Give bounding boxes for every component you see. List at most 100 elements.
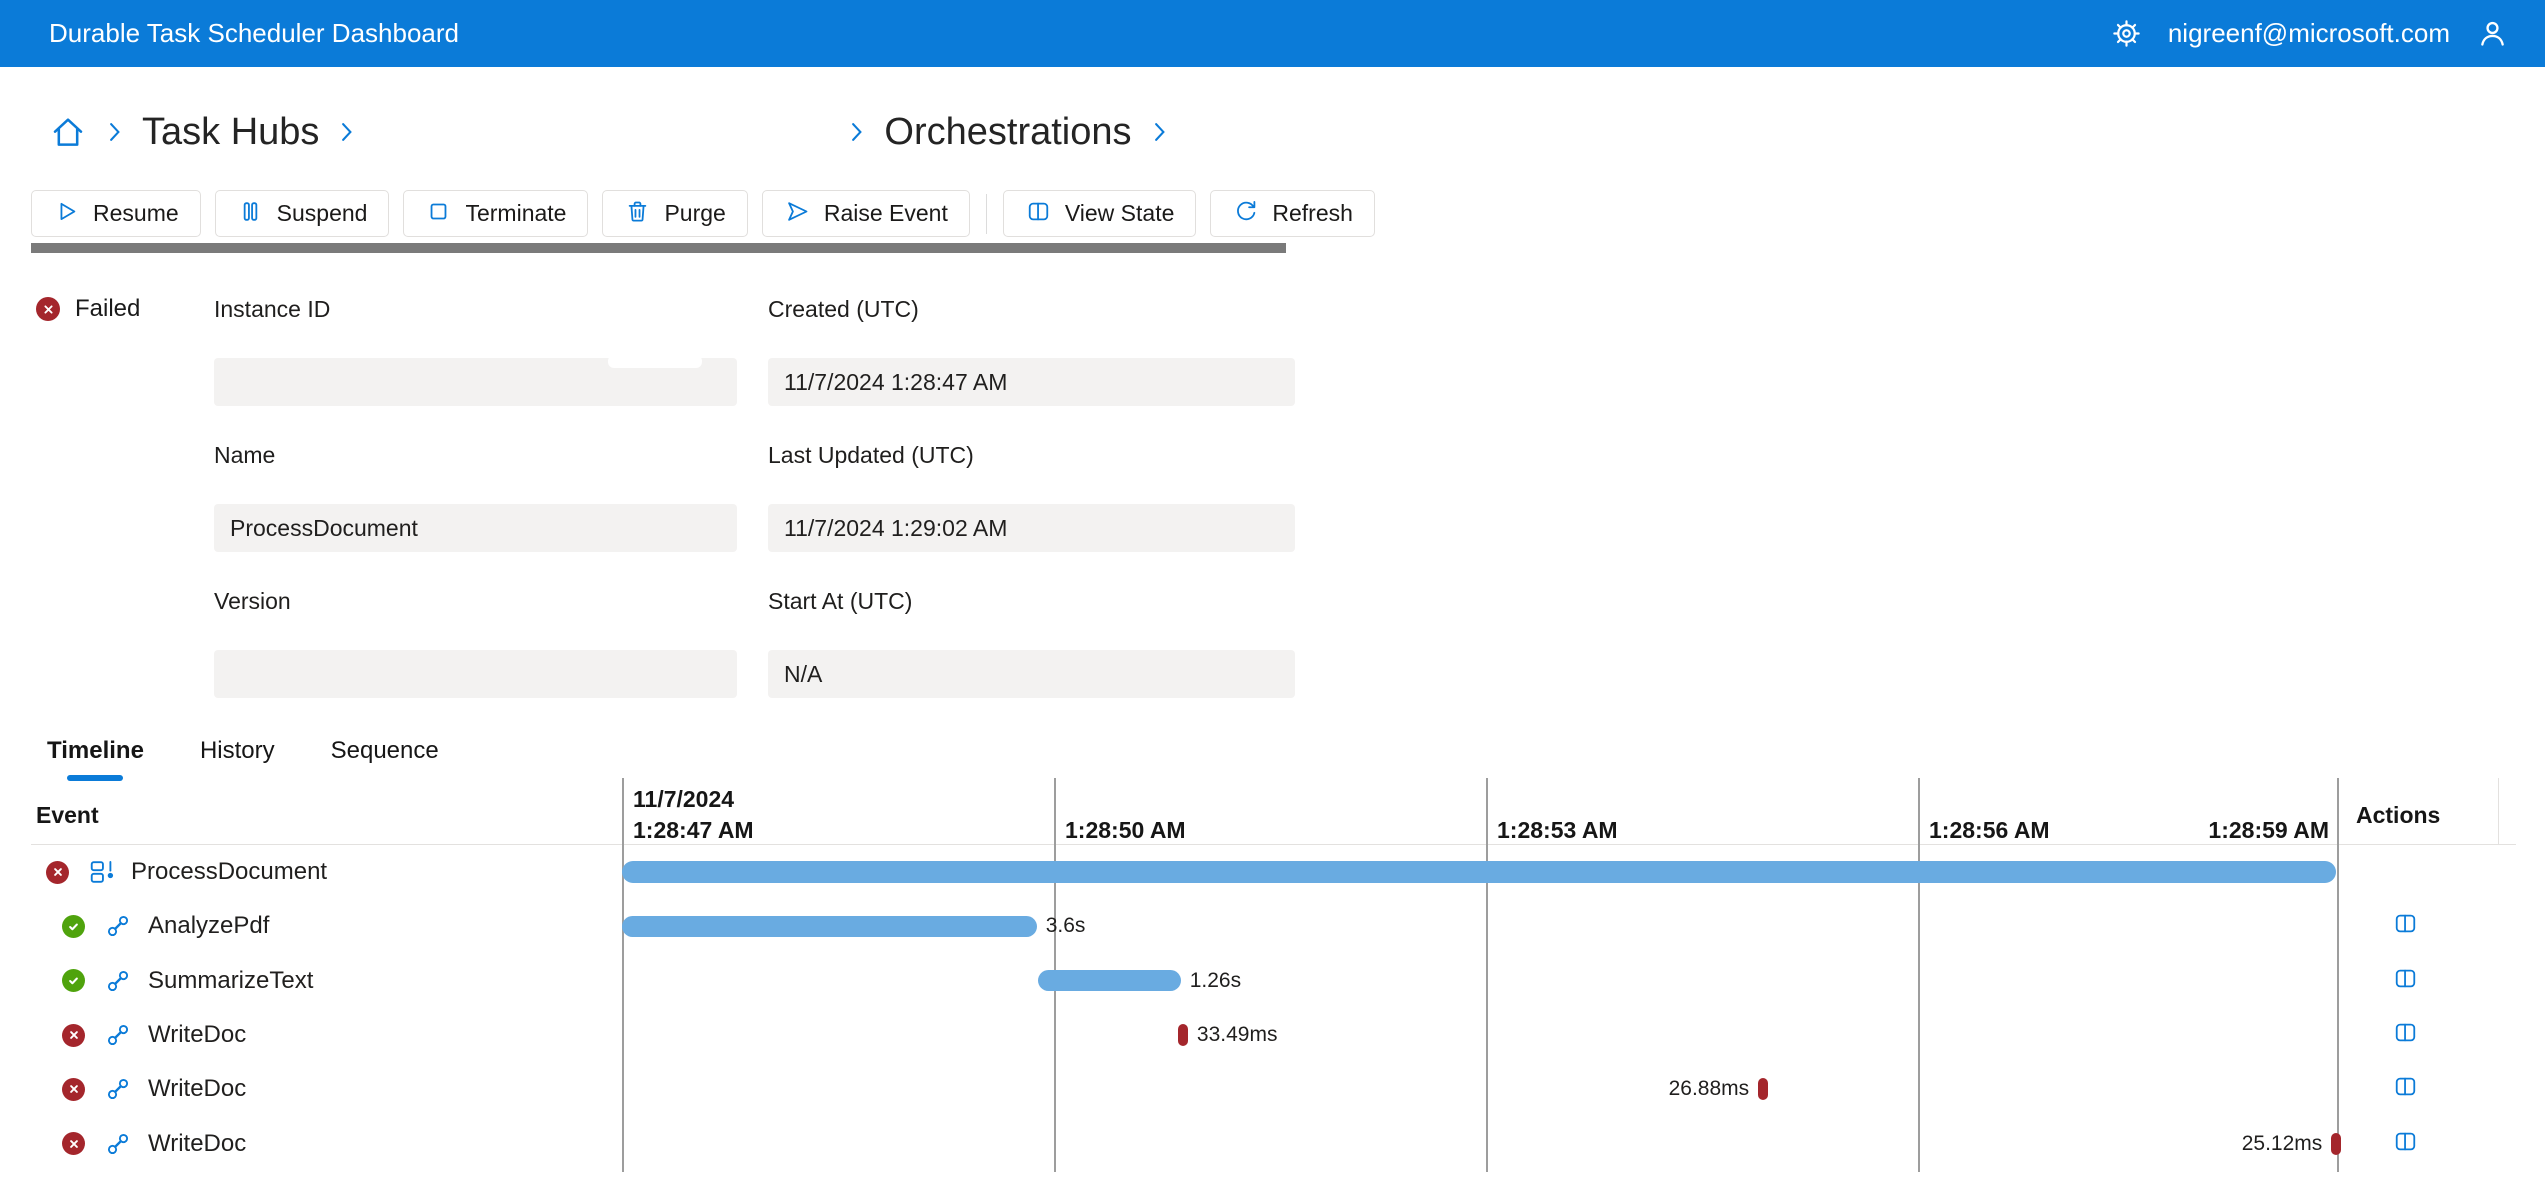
field-label: Created (UTC) [768, 296, 919, 322]
tab-timeline[interactable]: Timeline [31, 731, 160, 781]
orchestration-toolbar: Resume Suspend Terminate Purge Raise Eve… [31, 190, 1375, 237]
active-tab-indicator [67, 775, 124, 781]
terminate-button[interactable]: Terminate [403, 190, 589, 237]
person-avatar-icon[interactable] [2476, 17, 2509, 50]
button-label: Refresh [1272, 200, 1353, 226]
name-input[interactable]: ProcessDocument [214, 504, 737, 552]
view-state-action-button[interactable] [2392, 1076, 2419, 1103]
actions-column-right-border [2498, 778, 2499, 844]
timeline-row[interactable]: SummarizeText [0, 954, 2545, 1008]
activity-icon [104, 912, 132, 940]
trash-icon [624, 198, 651, 230]
duration-label: 33.49ms [1196, 1023, 1278, 1047]
axis-tick-label: 1:28:50 AM [1065, 817, 1186, 843]
field-version: Version [214, 588, 737, 698]
field-start-at-utc: Start At (UTC) N/A [768, 588, 1295, 698]
button-label: Suspend [276, 200, 368, 226]
event-column-header: Event [36, 802, 99, 828]
grid-line [622, 778, 624, 1172]
field-last-updated-utc: Last Updated (UTC) 11/7/2024 1:29:02 AM [768, 442, 1295, 552]
axis-tick-label: 1:28:47 AM [633, 817, 754, 843]
breadcrumb-task-hubs[interactable]: Task Hubs [142, 110, 320, 153]
refresh-button[interactable]: Refresh [1210, 190, 1375, 237]
axis-tick-label: 1:28:56 AM [1929, 817, 2050, 843]
chevron-right-icon [101, 117, 128, 147]
button-label: Purge [664, 200, 726, 226]
status-badge: Failed [36, 295, 140, 323]
tab-history[interactable]: History [199, 737, 275, 764]
resume-button[interactable]: Resume [31, 190, 201, 237]
redaction-patch [608, 355, 702, 368]
view-state-action-button[interactable] [2392, 967, 2419, 994]
last-updated-utc-input[interactable]: 11/7/2024 1:29:02 AM [768, 504, 1295, 552]
timeline-row[interactable]: WriteDoc [0, 1008, 2545, 1062]
timeline-bar[interactable] [1758, 1078, 1769, 1101]
view-state-action-button[interactable] [2392, 1022, 2419, 1049]
suspend-button[interactable]: Suspend [214, 190, 390, 237]
failed-status-icon [62, 1077, 85, 1101]
timeline-row[interactable]: ProcessDocument [0, 845, 2545, 899]
app-title: Durable Task Scheduler Dashboard [49, 18, 459, 48]
event-name: AnalyzePdf [148, 912, 270, 940]
duration-label: 3.6s [1045, 914, 1086, 938]
split-pane-icon [2392, 1073, 2419, 1105]
account-email: nigreenf@microsoft.com [2167, 18, 2450, 48]
split-pane-icon [2392, 965, 2419, 997]
grid-line [1486, 778, 1488, 1172]
play-icon [53, 198, 80, 230]
view-state-action-button[interactable] [2392, 1130, 2419, 1157]
field-instance-id: Instance ID [214, 296, 737, 406]
timeline-row[interactable]: WriteDoc [0, 1062, 2545, 1116]
pause-icon [237, 198, 264, 230]
split-pane-icon [2392, 910, 2419, 942]
split-pane-icon [1025, 198, 1052, 230]
failed-status-icon [36, 297, 60, 321]
version-input[interactable] [214, 650, 737, 698]
created-utc-input[interactable]: 11/7/2024 1:28:47 AM [768, 358, 1295, 406]
start-at-utc-input[interactable]: N/A [768, 650, 1295, 698]
breadcrumb: Task Hubs Orchestrations [49, 100, 1173, 164]
breadcrumb-orchestrations[interactable]: Orchestrations [884, 110, 1132, 153]
duration-label: 26.88ms [1668, 1077, 1750, 1101]
event-name: WriteDoc [148, 1075, 247, 1103]
raise-event-button[interactable]: Raise Event [761, 190, 970, 237]
field-name: Name ProcessDocument [214, 442, 737, 552]
event-name: WriteDoc [148, 1129, 247, 1157]
splitter-handle[interactable] [31, 243, 1286, 253]
timeline-bar[interactable] [2331, 1132, 2342, 1155]
timeline-bar[interactable] [622, 915, 1037, 937]
orchestration-icon [88, 858, 116, 886]
timeline-bar[interactable] [1177, 1024, 1188, 1047]
refresh-icon [1232, 198, 1259, 230]
status-label: Failed [75, 295, 141, 322]
chevron-right-icon [843, 117, 870, 147]
event-name: WriteDoc [148, 1021, 247, 1049]
axis-tick-label: 1:28:53 AM [1497, 817, 1618, 843]
button-label: Resume [93, 200, 179, 226]
instance-id-input[interactable] [214, 355, 737, 406]
timeline-bar[interactable] [1038, 970, 1181, 992]
top-bar-right: nigreenf@microsoft.com [2111, 17, 2509, 50]
chevron-right-icon [333, 117, 360, 147]
view-state-button[interactable]: View State [1002, 190, 1197, 237]
purge-button[interactable]: Purge [602, 190, 748, 237]
activity-icon [104, 967, 132, 995]
top-bar: Durable Task Scheduler Dashboard nigreen… [0, 0, 2545, 67]
failed-status-icon [46, 860, 69, 884]
split-pane-icon [2392, 1128, 2419, 1160]
field-created-utc: Created (UTC) 11/7/2024 1:28:47 AM [768, 296, 1295, 406]
duration-label: 25.12ms [2241, 1131, 2323, 1155]
view-state-action-button[interactable] [2392, 913, 2419, 940]
home-icon[interactable] [49, 113, 87, 151]
timeline-row[interactable]: WriteDoc [0, 1117, 2545, 1171]
event-name: SummarizeText [148, 966, 314, 994]
table-header-divider [31, 844, 2516, 845]
settings-gear-icon[interactable] [2111, 18, 2142, 49]
event-name: ProcessDocument [131, 858, 328, 886]
breadcrumb-redacted-hub-name [374, 127, 829, 137]
timeline-bar[interactable] [622, 861, 2336, 884]
timeline-row[interactable]: AnalyzePdf [0, 899, 2545, 953]
tab-sequence[interactable]: Sequence [330, 737, 439, 764]
stop-icon [425, 198, 452, 230]
failed-status-icon [62, 1023, 85, 1047]
